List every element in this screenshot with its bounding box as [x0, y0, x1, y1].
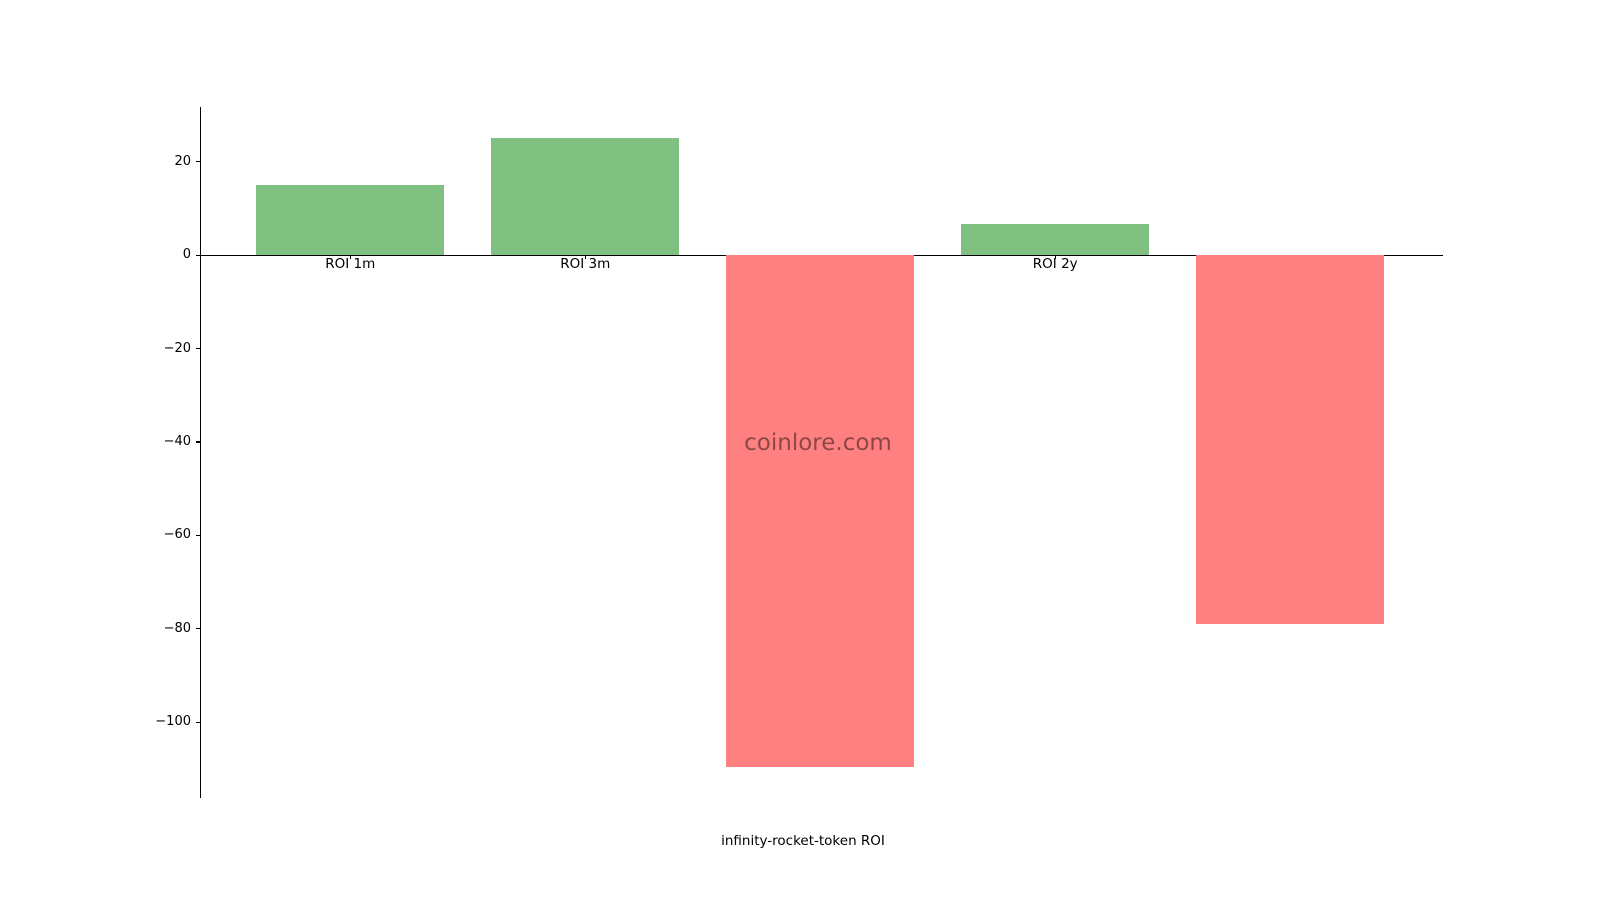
- chart-bar: [491, 138, 680, 256]
- y-tick-mark: [195, 441, 200, 443]
- x-tick-mark: [584, 255, 586, 260]
- x-tick-label: ROI 3m: [560, 256, 611, 273]
- watermark-text: coinlore.com: [744, 430, 892, 456]
- y-tick-mark: [195, 254, 200, 256]
- chart-title: infinity-rocket-token ROI: [721, 833, 885, 849]
- chart-bar: [726, 255, 915, 767]
- chart-bar: [256, 185, 445, 256]
- chart-bar: [961, 224, 1150, 256]
- y-tick-label: −40: [163, 433, 191, 449]
- x-tick-label: ROI 1m: [325, 256, 376, 273]
- y-axis-line: [199, 107, 201, 798]
- y-tick-label: −60: [163, 527, 191, 543]
- y-tick-label: −80: [163, 620, 191, 636]
- x-tick-mark: [1054, 255, 1056, 260]
- y-tick-label: −20: [163, 340, 191, 356]
- y-tick-label: −100: [155, 714, 191, 730]
- y-tick-mark: [195, 721, 200, 723]
- y-tick-mark: [195, 347, 200, 350]
- y-tick-mark: [195, 534, 200, 537]
- y-tick-label: 20: [174, 153, 191, 169]
- y-tick-mark: [195, 161, 200, 163]
- y-tick-mark: [195, 628, 200, 630]
- x-tick-mark: [349, 255, 351, 260]
- y-tick-label: 0: [182, 247, 191, 263]
- x-tick-label: ROI 2y: [1032, 256, 1078, 273]
- chart-bar: [1196, 255, 1385, 625]
